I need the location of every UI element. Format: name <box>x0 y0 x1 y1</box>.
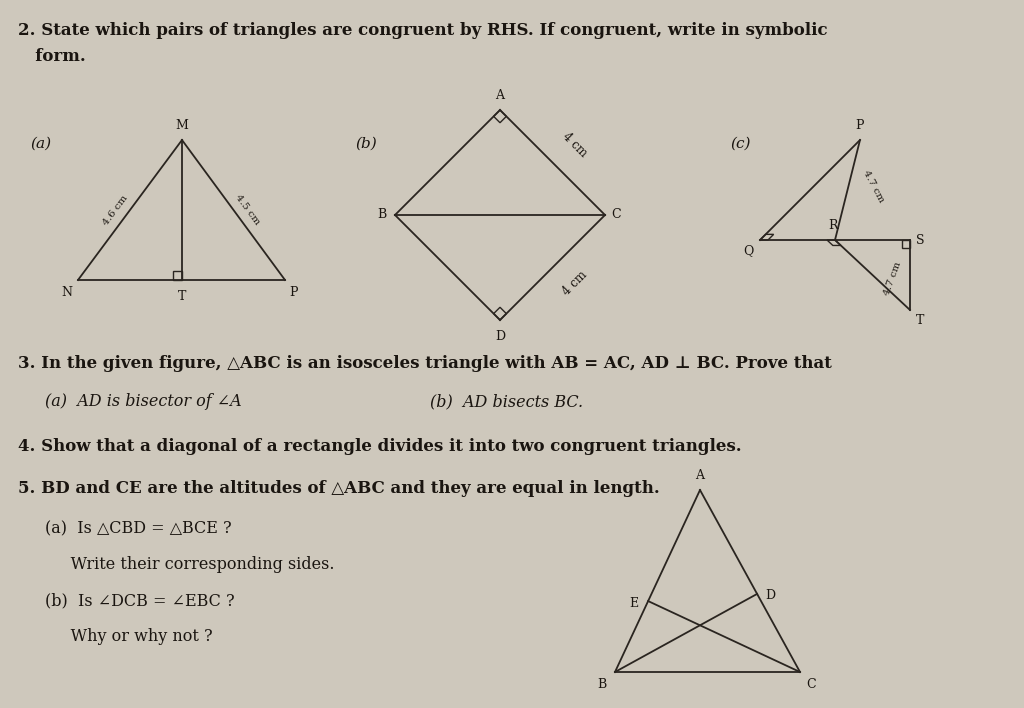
Text: N: N <box>61 286 72 299</box>
Text: A: A <box>695 469 705 482</box>
Text: 4. Show that a diagonal of a rectangle divides it into two congruent triangles.: 4. Show that a diagonal of a rectangle d… <box>18 438 741 455</box>
Text: (b): (b) <box>355 137 377 151</box>
Text: form.: form. <box>18 48 86 65</box>
Text: Why or why not ?: Why or why not ? <box>45 628 213 645</box>
Text: (b)  AD bisects BC.: (b) AD bisects BC. <box>430 393 583 410</box>
Text: S: S <box>916 234 925 246</box>
Text: P: P <box>289 286 298 299</box>
Text: C: C <box>611 208 621 222</box>
Text: 4 cm: 4 cm <box>560 130 590 159</box>
Text: C: C <box>806 678 816 691</box>
Text: M: M <box>175 119 188 132</box>
Text: T: T <box>916 314 925 327</box>
Text: 4.7 cm: 4.7 cm <box>861 169 886 204</box>
Text: (b)  Is ∠DCB = ∠EBC ?: (b) Is ∠DCB = ∠EBC ? <box>45 592 234 609</box>
Text: T: T <box>178 290 186 303</box>
Text: (a): (a) <box>30 137 51 151</box>
Text: Write their corresponding sides.: Write their corresponding sides. <box>45 556 335 573</box>
Text: B: B <box>378 208 387 222</box>
Text: E: E <box>629 597 638 610</box>
Text: B: B <box>598 678 607 691</box>
Text: P: P <box>856 119 864 132</box>
Text: 4.6 cm: 4.6 cm <box>101 193 130 227</box>
Text: 4.5 cm: 4.5 cm <box>233 193 261 227</box>
Text: (a)  AD is bisector of ∠A: (a) AD is bisector of ∠A <box>45 393 242 410</box>
Text: 2. State which pairs of triangles are congruent by RHS. If congruent, write in s: 2. State which pairs of triangles are co… <box>18 22 827 39</box>
Text: 4.7 cm: 4.7 cm <box>883 261 903 297</box>
Text: (c): (c) <box>730 137 751 151</box>
Text: (a)  Is △CBD = △BCE ?: (a) Is △CBD = △BCE ? <box>45 520 231 537</box>
Text: D: D <box>765 590 775 603</box>
Text: 4 cm: 4 cm <box>560 268 590 298</box>
Text: A: A <box>496 89 505 102</box>
Text: 5. BD and CE are the altitudes of △ABC and they are equal in length.: 5. BD and CE are the altitudes of △ABC a… <box>18 480 659 497</box>
Text: D: D <box>495 330 505 343</box>
Text: Q: Q <box>743 244 754 257</box>
Text: R: R <box>828 219 838 232</box>
Text: 3. In the given figure, △ABC is an isosceles triangle with AB = AC, AD ⊥ BC. Pro: 3. In the given figure, △ABC is an isosc… <box>18 355 831 372</box>
